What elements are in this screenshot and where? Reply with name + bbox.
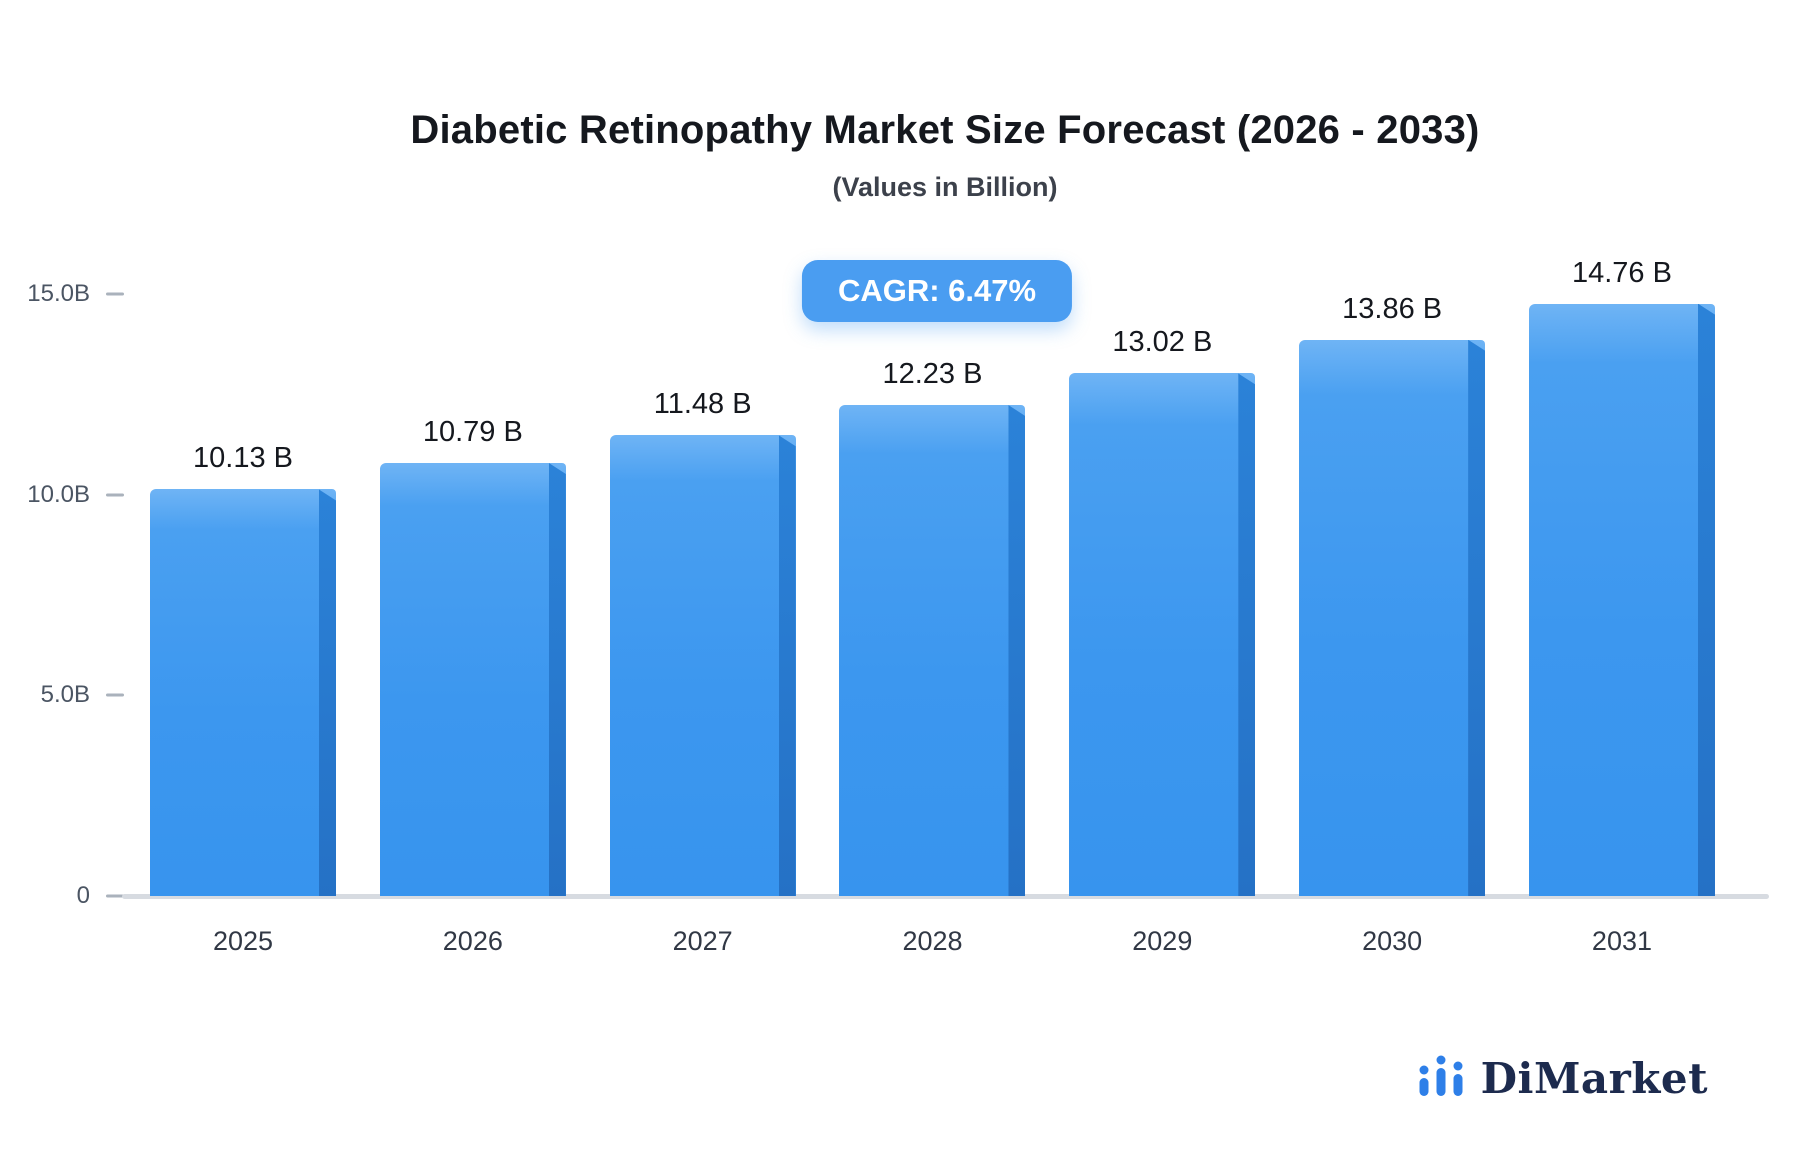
- bar-value-label: 13.86 B: [1342, 292, 1443, 325]
- x-axis-baseline: [122, 894, 1769, 899]
- y-axis-tick-mark: [106, 894, 124, 898]
- x-axis-label-2031: 2031: [1591, 926, 1652, 956]
- y-axis-tick-label: 15.0B: [27, 280, 90, 307]
- bar-group-2025: 10.13 B: [150, 294, 336, 896]
- bar-2029: [1069, 373, 1256, 896]
- bar-value-label: 13.02 B: [1112, 326, 1213, 359]
- bar-2030: [1299, 339, 1486, 896]
- bar-value-label: 14.76 B: [1571, 256, 1672, 289]
- bar-value-label: 10.79 B: [422, 415, 523, 448]
- chart-subtitle: (Values in Billion): [832, 172, 1058, 202]
- bar-group-2030: 13.86 B: [1299, 292, 1486, 896]
- x-axis-label-2026: 2026: [442, 926, 503, 956]
- dimarket-logo: DiMarket: [1415, 1050, 1708, 1107]
- bar-2031: [1528, 303, 1715, 896]
- y-axis-tick-label: 0: [76, 882, 90, 909]
- bar-group-2031: 14.76 B: [1528, 257, 1715, 896]
- y-axis-tick-mark: [106, 693, 124, 697]
- bar-group-2026: 10.79 B: [379, 294, 566, 896]
- bar-group-2029: 13.02 B: [1069, 294, 1256, 896]
- y-axis-tick-mark: [106, 493, 124, 497]
- x-axis-label-2027: 2027: [672, 926, 733, 956]
- bar-2028: [839, 405, 1026, 896]
- x-axis-label-2030: 2030: [1362, 926, 1423, 956]
- bar-2025: [150, 489, 336, 896]
- dimarket-logo-icon: [1415, 1050, 1467, 1107]
- y-axis-tick-mark: [106, 292, 124, 296]
- x-axis-labels: 2025 2026 2027 2028 2029 2030 2031: [150, 926, 1715, 957]
- y-axis-tick-label: 10.0B: [27, 480, 90, 508]
- x-axis-label-2028: 2028: [902, 926, 963, 956]
- bars-row: 10.13 B 10.79 B 11.48 B 12.23 B 13.02 B 13.86…: [150, 257, 1715, 896]
- bar-group-2028: 12.23 B: [839, 294, 1026, 896]
- bar-value-label: 12.23 B: [882, 358, 983, 391]
- y-axis-tick-label: 5.0B: [40, 681, 90, 709]
- bar-2026: [379, 462, 566, 896]
- bar-value-label: 11.48 B: [653, 388, 752, 421]
- bar-2027: [609, 435, 796, 896]
- x-axis-label-2025: 2025: [212, 926, 274, 956]
- page-title: Diabetic Retinopathy Market Size Forecas…: [410, 108, 1480, 152]
- bar-value-label: 10.13 B: [193, 442, 293, 475]
- dimarket-logo-text: DiMarket: [1480, 1054, 1708, 1103]
- cagr-badge: CAGR: 6.47%: [801, 260, 1073, 322]
- x-axis-label-2029: 2029: [1132, 926, 1193, 956]
- bar-group-2027: 11.48 B: [609, 294, 796, 896]
